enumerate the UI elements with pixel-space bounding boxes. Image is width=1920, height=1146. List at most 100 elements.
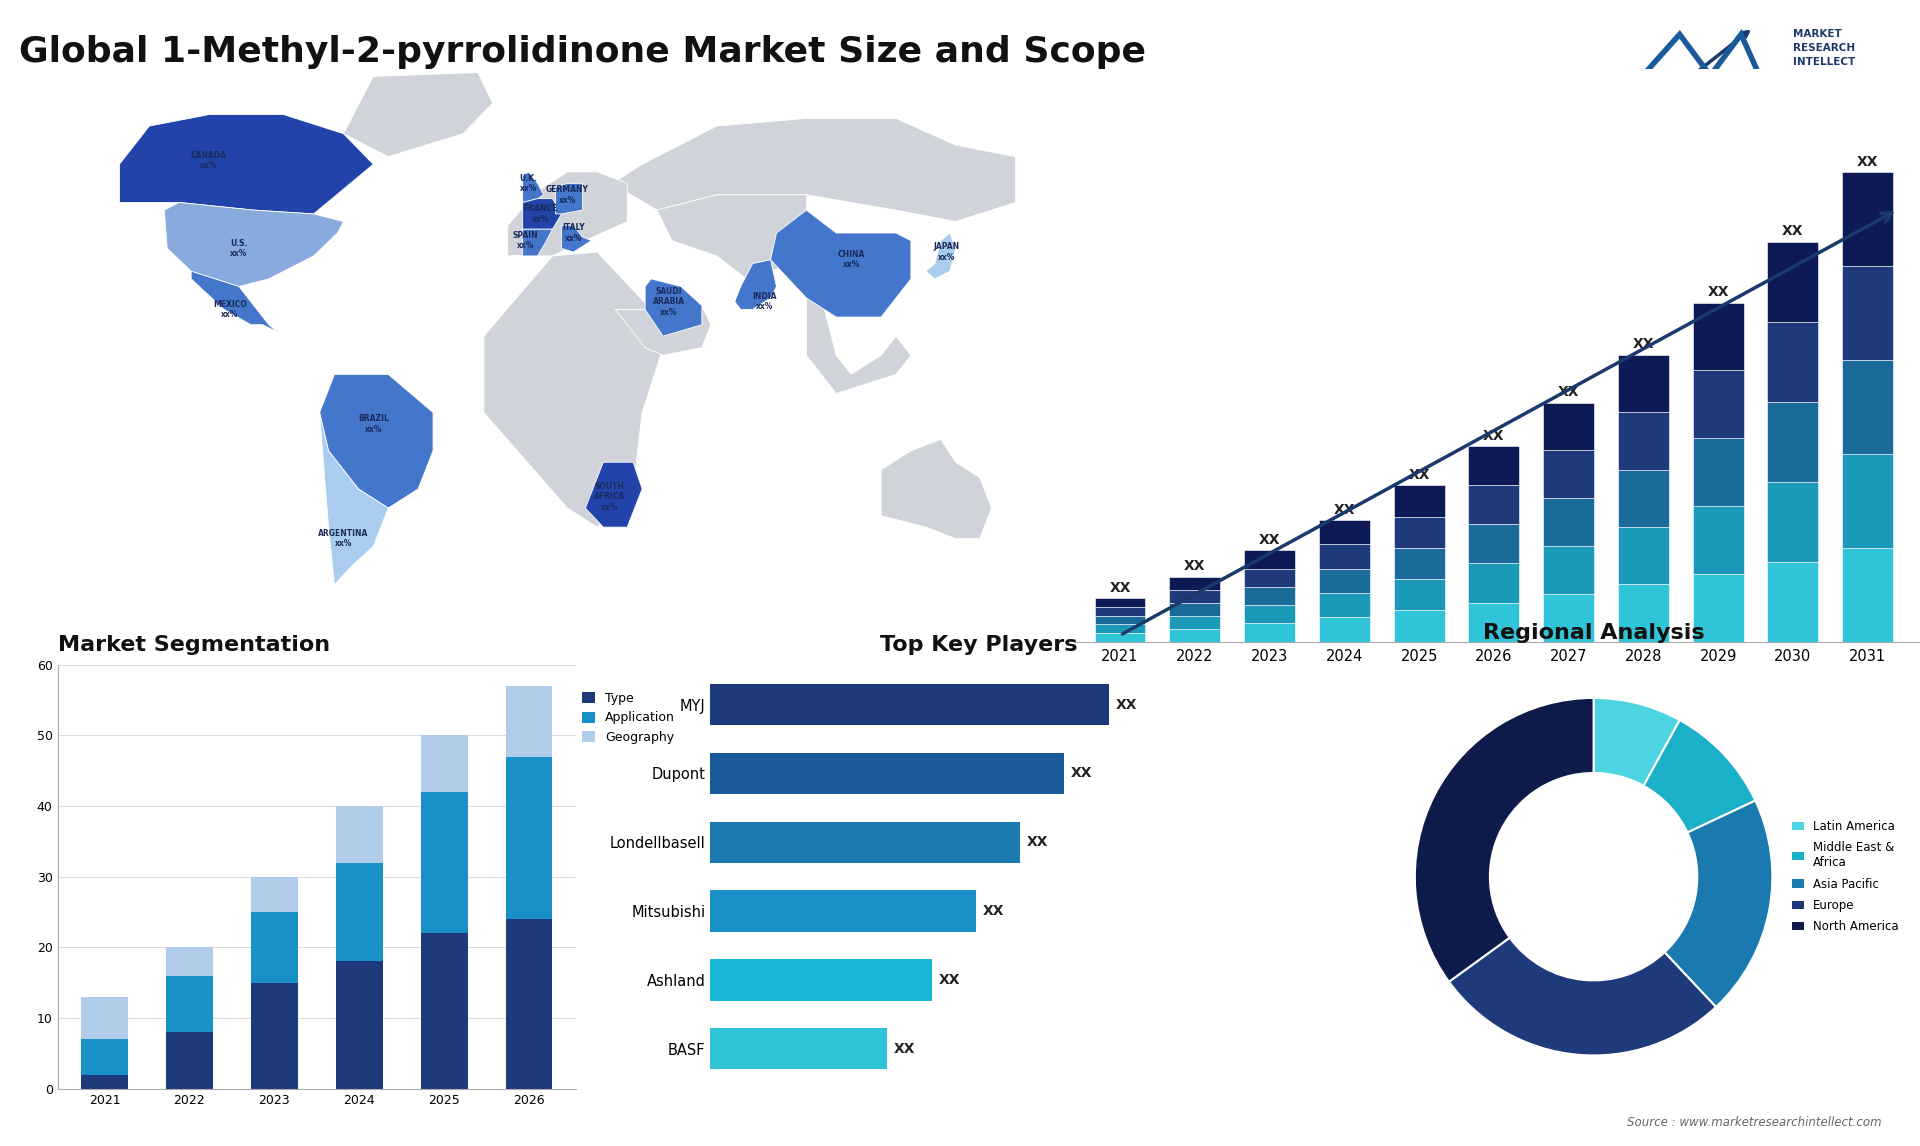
Bar — [1469, 603, 1519, 642]
Text: U.K.
xx%: U.K. xx% — [520, 174, 538, 193]
Text: FRANCE
xx%: FRANCE xx% — [524, 204, 559, 223]
Bar — [1843, 548, 1893, 642]
Text: XX: XX — [1409, 468, 1430, 481]
Bar — [1693, 574, 1743, 642]
Bar — [1469, 525, 1519, 564]
Bar — [1319, 520, 1369, 544]
Bar — [1394, 579, 1444, 611]
Bar — [1544, 499, 1594, 547]
Text: JAPAN
xx%: JAPAN xx% — [933, 243, 960, 261]
Polygon shape — [645, 278, 703, 336]
Bar — [1768, 562, 1818, 642]
Bar — [336, 961, 382, 1089]
Polygon shape — [511, 229, 553, 256]
Text: XX: XX — [1334, 502, 1356, 517]
Wedge shape — [1450, 937, 1716, 1055]
Polygon shape — [614, 306, 710, 355]
Bar — [1319, 618, 1369, 642]
Bar — [1693, 438, 1743, 507]
Bar — [1768, 242, 1818, 322]
Text: XX: XX — [939, 973, 960, 987]
Text: MEXICO
xx%: MEXICO xx% — [213, 300, 248, 319]
Bar — [1544, 402, 1594, 450]
Text: SAUDI
ARABIA
xx%: SAUDI ARABIA xx% — [653, 286, 685, 316]
Bar — [1768, 481, 1818, 562]
Bar — [1768, 322, 1818, 402]
Bar — [1094, 615, 1146, 625]
Bar — [1094, 607, 1146, 615]
Text: Market Segmentation: Market Segmentation — [58, 635, 330, 654]
Bar — [1169, 589, 1221, 603]
Legend: Type, Application, Geography: Type, Application, Geography — [582, 692, 674, 744]
Text: XX: XX — [983, 904, 1004, 918]
Bar — [1319, 544, 1369, 568]
Bar — [1843, 360, 1893, 454]
Bar — [1843, 454, 1893, 548]
Bar — [165, 948, 213, 975]
Bar — [1169, 615, 1221, 629]
Bar — [165, 1033, 213, 1089]
Bar — [252, 877, 298, 912]
Title: Regional Analysis: Regional Analysis — [1482, 623, 1705, 643]
Bar — [710, 822, 1020, 863]
Polygon shape — [119, 115, 372, 214]
Text: Global 1-Methyl-2-pyrrolidinone Market Size and Scope: Global 1-Methyl-2-pyrrolidinone Market S… — [19, 34, 1146, 69]
Text: MARKET
RESEARCH
INTELLECT: MARKET RESEARCH INTELLECT — [1793, 29, 1855, 68]
Polygon shape — [925, 233, 956, 278]
Text: XX: XX — [1782, 225, 1803, 238]
Bar — [1094, 598, 1146, 607]
Bar — [1619, 527, 1668, 584]
Bar — [1394, 548, 1444, 579]
Polygon shape — [881, 439, 991, 539]
Polygon shape — [612, 118, 1016, 221]
Polygon shape — [319, 375, 434, 508]
Text: Source : www.marketresearchintellect.com: Source : www.marketresearchintellect.com — [1626, 1116, 1882, 1129]
Polygon shape — [770, 210, 910, 317]
Polygon shape — [192, 272, 278, 332]
Polygon shape — [522, 198, 561, 229]
Bar — [1544, 450, 1594, 499]
Bar — [1244, 550, 1294, 568]
Bar — [1693, 507, 1743, 574]
Bar — [505, 919, 553, 1089]
Bar — [1693, 303, 1743, 370]
Bar — [1469, 564, 1519, 603]
Bar — [505, 685, 553, 756]
Bar — [1843, 172, 1893, 266]
Bar — [1693, 370, 1743, 438]
Bar — [1169, 603, 1221, 615]
Bar — [1169, 629, 1221, 642]
Text: SOUTH
AFRICA
xx%: SOUTH AFRICA xx% — [593, 481, 626, 511]
Polygon shape — [507, 172, 628, 256]
Text: CHINA
xx%: CHINA xx% — [837, 250, 864, 269]
Text: U.S.
xx%: U.S. xx% — [230, 238, 248, 258]
Bar — [1394, 485, 1444, 517]
Bar — [1469, 485, 1519, 525]
Bar — [710, 959, 931, 1000]
Bar — [710, 684, 1108, 725]
Legend: Latin America, Middle East &
Africa, Asia Pacific, Europe, North America: Latin America, Middle East & Africa, Asi… — [1788, 816, 1903, 937]
Polygon shape — [657, 195, 806, 278]
Bar — [336, 863, 382, 961]
Polygon shape — [319, 413, 388, 584]
Text: CANADA
xx%: CANADA xx% — [190, 151, 227, 170]
Bar — [1619, 470, 1668, 527]
Wedge shape — [1644, 720, 1755, 832]
Bar — [1319, 568, 1369, 592]
Polygon shape — [484, 252, 662, 527]
Text: XX: XX — [1110, 581, 1131, 595]
Polygon shape — [344, 72, 493, 157]
Bar — [505, 756, 553, 919]
Bar — [1843, 266, 1893, 360]
Bar — [1244, 623, 1294, 642]
Text: XX: XX — [1260, 533, 1281, 547]
Bar — [1394, 517, 1444, 548]
Bar — [252, 982, 298, 1089]
Text: XX: XX — [1632, 337, 1655, 352]
Bar — [710, 753, 1064, 794]
Bar — [252, 912, 298, 982]
Text: ITALY
xx%: ITALY xx% — [563, 223, 586, 243]
Bar — [1544, 594, 1594, 642]
Bar — [1619, 584, 1668, 642]
Bar — [420, 792, 468, 933]
